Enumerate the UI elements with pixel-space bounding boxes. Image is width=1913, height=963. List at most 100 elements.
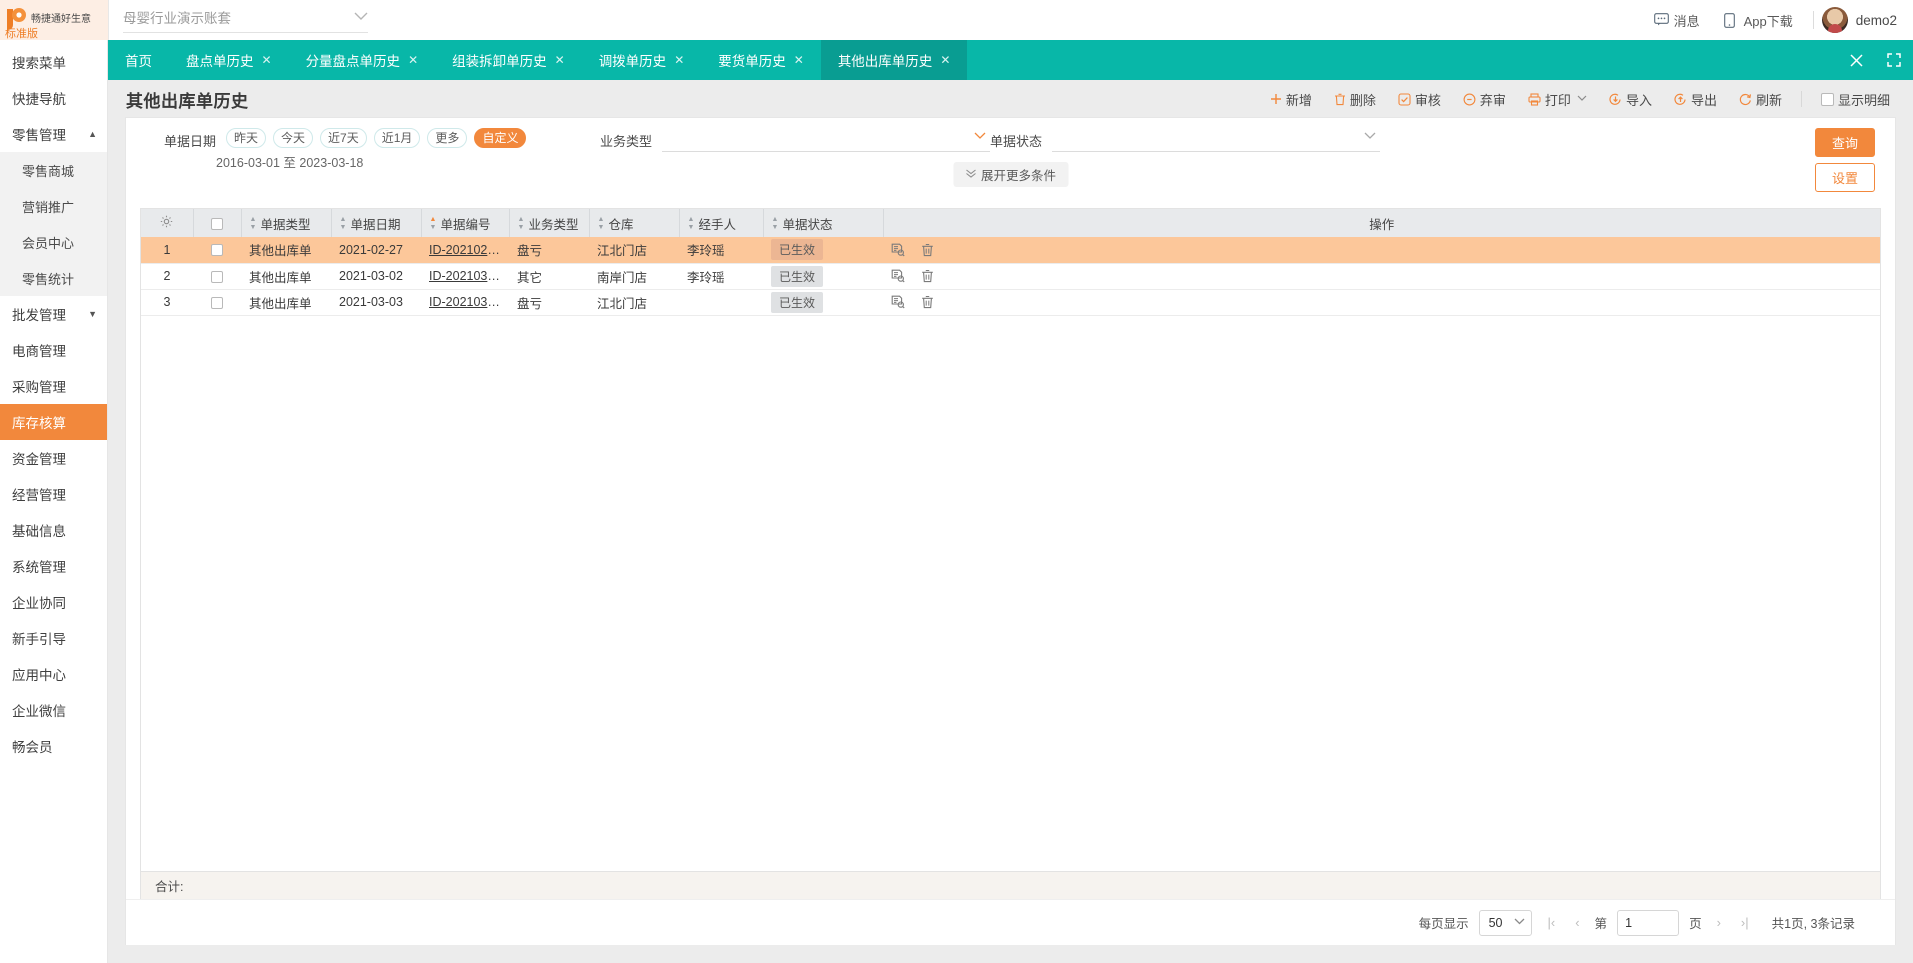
sidebar-item-operations[interactable]: 经营管理: [0, 476, 107, 512]
row-checkbox[interactable]: [211, 244, 223, 257]
sidebar-item-purchasing[interactable]: 采购管理: [0, 368, 107, 404]
date-pill-more[interactable]: 更多: [427, 128, 468, 148]
trash-icon[interactable]: [921, 269, 934, 283]
next-page-button[interactable]: ›: [1716, 915, 1721, 930]
add-button[interactable]: 新增: [1259, 90, 1323, 109]
date-pill-lastmonth[interactable]: 近1月: [373, 128, 421, 148]
select-all-header[interactable]: [193, 209, 242, 237]
sidebar-item-system-management[interactable]: 系统管理: [0, 548, 107, 584]
sort-icon[interactable]: ▲ ▼: [597, 215, 605, 231]
view-detail-icon[interactable]: [891, 243, 905, 257]
audit-button[interactable]: 审核: [1387, 90, 1452, 109]
row-select-cell[interactable]: [193, 263, 241, 290]
chevron-down-icon[interactable]: [974, 131, 986, 143]
sidebar-item-beginner-guide[interactable]: 新手引导: [0, 620, 107, 656]
tab-requisition-history[interactable]: 要货单历史 ✕: [701, 40, 821, 80]
column-settings-header[interactable]: [141, 209, 194, 237]
sidebar-item-app-center[interactable]: 应用中心: [0, 656, 107, 692]
sort-icon[interactable]: ▲ ▼: [771, 215, 779, 231]
sidebar-item-quick-nav[interactable]: 快捷导航: [0, 80, 107, 116]
account-selector[interactable]: 母婴行业演示账套: [108, 0, 388, 40]
tab-assembly-history[interactable]: 组装拆卸单历史 ✕: [435, 40, 582, 80]
show-detail-checkbox[interactable]: 显示明细: [1810, 90, 1901, 109]
import-button[interactable]: 导入: [1598, 90, 1663, 109]
table-row[interactable]: 1 其他出库单 2021-02-27 ID-20210227-0 盘亏 江北门店…: [141, 237, 1880, 264]
header-doc-status[interactable]: ▲ ▼ 单据状态: [763, 209, 884, 237]
export-button[interactable]: 导出: [1663, 90, 1728, 109]
search-button[interactable]: 查询: [1814, 128, 1875, 157]
prev-page-button[interactable]: ‹: [1575, 915, 1580, 930]
sidebar-item-wecom[interactable]: 企业微信: [0, 692, 107, 728]
row-select-cell[interactable]: [193, 289, 241, 316]
header-handler[interactable]: ▲ ▼ 经手人: [679, 209, 764, 237]
app-download-button[interactable]: App下载: [1712, 11, 1805, 30]
cell-doc-no[interactable]: ID-20210303-0: [421, 289, 509, 316]
sidebar-item-enterprise-collab[interactable]: 企业协同: [0, 584, 107, 620]
tab-partial-stocktake-history[interactable]: 分量盘点单历史 ✕: [289, 40, 436, 80]
sidebar-item-inventory-accounting[interactable]: 库存核算: [0, 404, 107, 440]
tab-close-icon[interactable]: ✕: [261, 53, 272, 67]
doc-no-link[interactable]: ID-20210303-0: [429, 295, 509, 309]
tab-close-icon[interactable]: ✕: [554, 53, 565, 67]
date-pill-yesterday[interactable]: 昨天: [226, 128, 267, 148]
header-doc-no[interactable]: ▲ ▼ 单据编号: [421, 209, 510, 237]
sidebar-item-search-menu[interactable]: 搜索菜单: [0, 44, 107, 80]
chevron-down-icon[interactable]: [1577, 94, 1587, 105]
tab-close-icon[interactable]: ✕: [793, 53, 804, 67]
header-doc-type[interactable]: ▲ ▼ 单据类型: [241, 209, 332, 237]
sidebar-item-wholesale-management[interactable]: 批发管理 ▼: [0, 296, 107, 332]
table-row[interactable]: 2 其他出库单 2021-03-02 ID-20210302-0 其它 南岸门店…: [141, 263, 1880, 290]
date-pill-custom[interactable]: 自定义: [474, 128, 527, 148]
tab-other-outbound-history[interactable]: 其他出库单历史 ✕: [820, 40, 968, 80]
header-warehouse[interactable]: ▲ ▼ 仓库: [589, 209, 680, 237]
trash-icon[interactable]: [921, 243, 934, 257]
tab-close-icon[interactable]: ✕: [674, 53, 685, 67]
biz-type-input[interactable]: [662, 128, 990, 152]
tab-transfer-history[interactable]: 调拨单历史 ✕: [582, 40, 702, 80]
delete-button[interactable]: 删除: [1323, 90, 1387, 109]
print-button[interactable]: 打印: [1517, 90, 1598, 109]
tab-stocktake-history[interactable]: 盘点单历史 ✕: [169, 40, 289, 80]
sort-icon[interactable]: ▲ ▼: [249, 215, 257, 231]
messages-button[interactable]: 消息: [1642, 11, 1712, 30]
header-doc-date[interactable]: ▲ ▼ 单据日期: [331, 209, 422, 237]
table-row[interactable]: 3 其他出库单 2021-03-03 ID-20210303-0 盘亏 江北门店…: [141, 289, 1880, 316]
refresh-button[interactable]: 刷新: [1728, 90, 1793, 109]
tab-home[interactable]: 首页: [108, 40, 169, 80]
doc-no-link[interactable]: ID-20210302-0: [429, 269, 509, 283]
sort-icon[interactable]: ▲ ▼: [517, 215, 525, 231]
sort-icon[interactable]: ▲ ▼: [687, 215, 695, 231]
date-pill-last7days[interactable]: 近7天: [320, 128, 367, 148]
sidebar-item-marketing[interactable]: 营销推广: [0, 188, 107, 224]
sidebar-item-retail-management[interactable]: 零售管理 ▲: [0, 116, 107, 152]
sidebar-item-fund-management[interactable]: 资金管理: [0, 440, 107, 476]
date-pill-today[interactable]: 今天: [273, 128, 314, 148]
first-page-button[interactable]: |‹: [1547, 915, 1556, 930]
sidebar-item-basic-info[interactable]: 基础信息: [0, 512, 107, 548]
fullscreen-icon[interactable]: [1875, 40, 1913, 80]
cell-doc-no[interactable]: ID-20210302-0: [421, 263, 509, 290]
gear-icon[interactable]: [160, 215, 173, 231]
trash-icon[interactable]: [921, 295, 934, 309]
expand-more-conditions-button[interactable]: 展开更多条件: [952, 162, 1069, 187]
date-range-text[interactable]: 2016-03-01 至 2023-03-18: [216, 156, 364, 170]
last-page-button[interactable]: ›|: [1740, 915, 1749, 930]
chevron-down-icon[interactable]: [1364, 131, 1376, 143]
sidebar-item-retail-stats[interactable]: 零售统计: [0, 260, 107, 296]
doc-no-link[interactable]: ID-20210227-0: [429, 242, 509, 257]
view-detail-icon[interactable]: [891, 269, 905, 283]
select-all-checkbox[interactable]: [211, 217, 223, 230]
sidebar-item-chang-member[interactable]: 畅会员: [0, 728, 107, 764]
row-checkbox[interactable]: [211, 270, 223, 283]
sidebar-item-member-center[interactable]: 会员中心: [0, 224, 107, 260]
cell-doc-no[interactable]: ID-20210227-0: [421, 237, 509, 264]
tab-close-icon[interactable]: ✕: [408, 53, 419, 67]
sidebar-item-ecommerce[interactable]: 电商管理: [0, 332, 107, 368]
per-page-select[interactable]: 50: [1478, 909, 1533, 936]
view-detail-icon[interactable]: [891, 295, 905, 309]
doc-status-input[interactable]: [1052, 128, 1380, 152]
sort-icon[interactable]: ▲ ▼: [339, 215, 347, 231]
avatar[interactable]: [1821, 7, 1848, 33]
row-select-cell[interactable]: [193, 237, 241, 264]
tab-close-icon[interactable]: ✕: [940, 53, 951, 67]
